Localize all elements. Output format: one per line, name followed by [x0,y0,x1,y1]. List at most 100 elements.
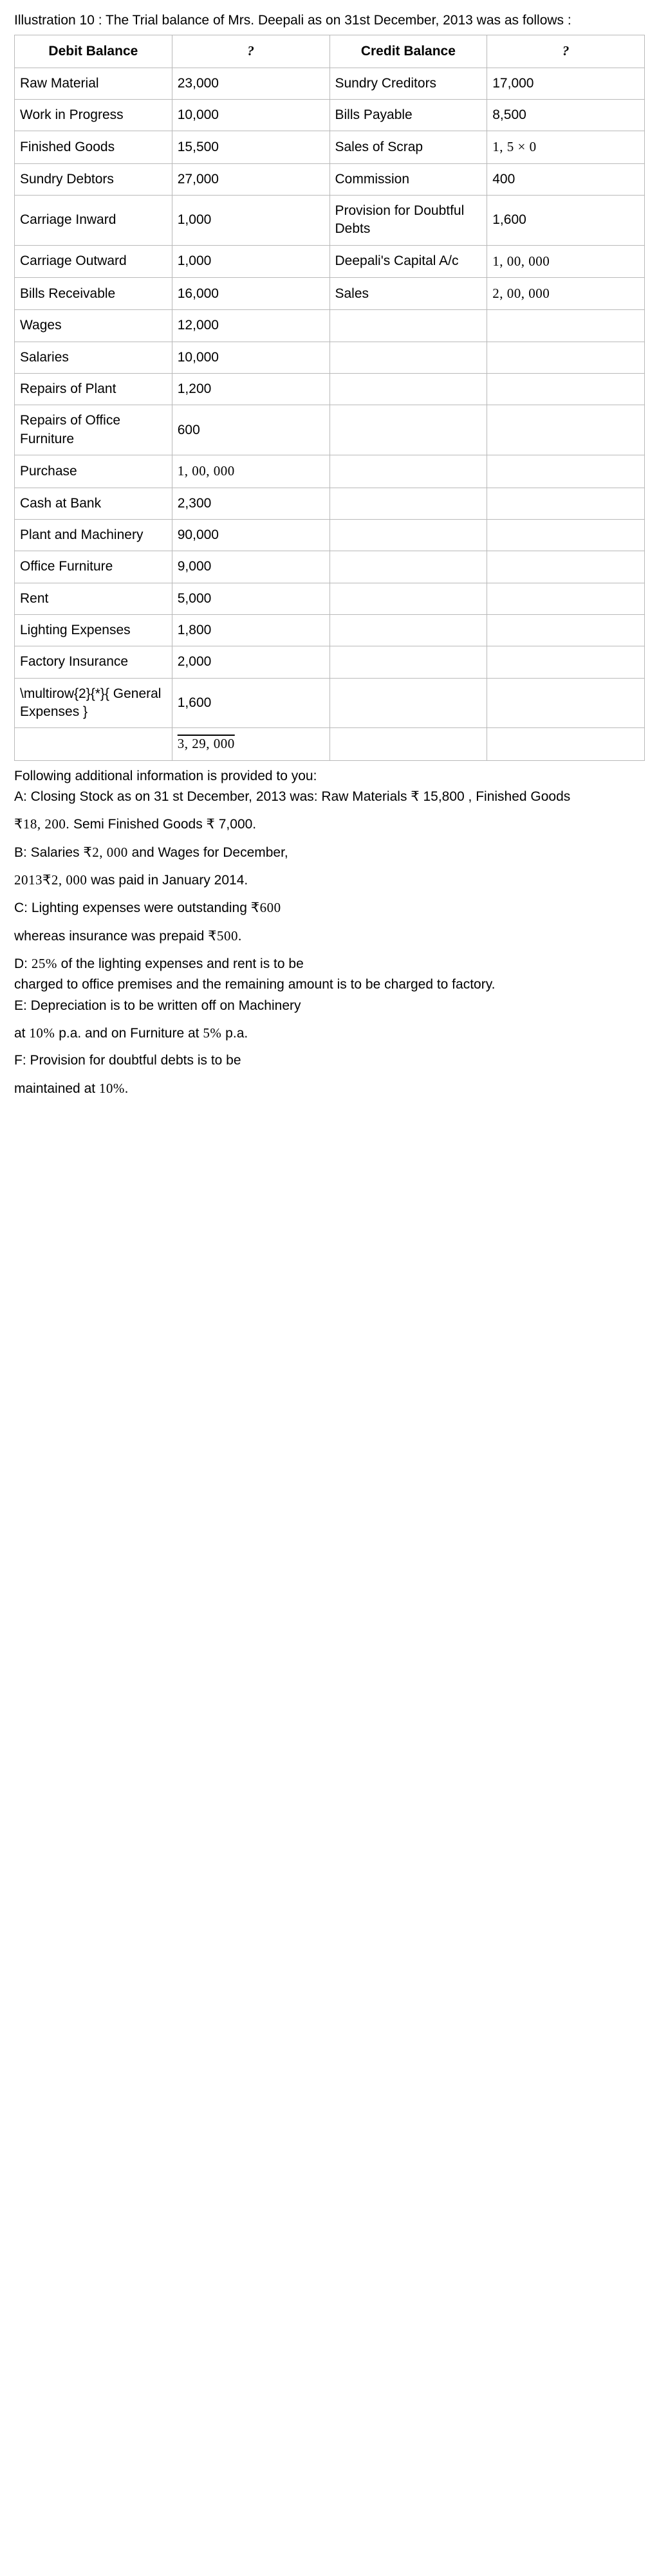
credit-amount-cell: 2, 00, 000 [487,278,645,310]
debit-label-cell: Repairs of Office Furniture [15,405,172,455]
credit-label-cell [330,405,487,455]
debit-label-cell [15,728,172,760]
debit-label-cell: Salaries [15,342,172,373]
debit-amount-cell: 9,000 [172,551,330,583]
debit-amount-cell: 2,000 [172,646,330,678]
note-b-line1: B: Salaries ₹2, 000 and Wages for Decemb… [14,843,645,862]
debit-amount-cell: 10,000 [172,100,330,131]
debit-amount-cell: 1, 00, 000 [172,455,330,488]
credit-amount-cell [487,551,645,583]
table-row: Bills Receivable16,000Sales2, 00, 000 [15,278,645,310]
debit-label-cell: Rent [15,583,172,614]
debit-label-cell: Raw Material [15,68,172,99]
table-row: Carriage Outward1,000Deepali's Capital A… [15,245,645,277]
table-row: Carriage Inward1,000Provision for Doubtf… [15,196,645,246]
table-header-row: Debit Balance ? Credit Balance ? [15,35,645,68]
debit-label-cell: Work in Progress [15,100,172,131]
header-debit-amount: ? [172,35,330,68]
debit-amount-cell: 5,000 [172,583,330,614]
note-d-line1: D: 25% of the lighting expenses and rent… [14,955,645,973]
debit-amount-cell: 1,000 [172,245,330,277]
debit-label-cell: Finished Goods [15,131,172,163]
credit-label-cell [330,728,487,760]
header-credit-balance: Credit Balance [330,35,487,68]
note-c-line1: C: Lighting expenses were outstanding ₹6… [14,899,645,917]
notes-intro: Following additional information is prov… [14,767,645,785]
note-e-line2: at 10% p.a. and on Furniture at 5% p.a. [14,1024,645,1043]
debit-label-cell: Office Furniture [15,551,172,583]
credit-amount-cell [487,374,645,405]
table-row: Work in Progress10,000Bills Payable8,500 [15,100,645,131]
note-e-line1: E: Depreciation is to be written off on … [14,997,645,1015]
credit-label-cell [330,455,487,488]
credit-amount-cell [487,646,645,678]
header-credit-amount: ? [487,35,645,68]
debit-label-cell: Lighting Expenses [15,614,172,646]
table-row: Sundry Debtors27,000Commission400 [15,163,645,195]
table-row: Finished Goods15,500Sales of Scrap1, 5 ×… [15,131,645,163]
note-a-line1: A: Closing Stock as on 31 st December, 2… [14,788,645,806]
debit-label-cell: Repairs of Plant [15,374,172,405]
credit-label-cell: Bills Payable [330,100,487,131]
note-b-line2: 2013₹2, 000 was paid in January 2014. [14,871,645,890]
table-row: Cash at Bank2,300 [15,488,645,519]
credit-amount-cell [487,614,645,646]
table-row: Office Furniture9,000 [15,551,645,583]
debit-label-cell: \multirow{2}{*}{ General Expenses } [15,678,172,728]
note-d-line2: charged to office premises and the remai… [14,976,645,994]
debit-label-cell: Purchase [15,455,172,488]
credit-amount-cell [487,405,645,455]
credit-label-cell [330,374,487,405]
note-a-line2: ₹18, 200. Semi Finished Goods ₹ 7,000. [14,815,645,834]
table-row: 3, 29, 000 [15,728,645,760]
debit-amount-cell: 27,000 [172,163,330,195]
credit-label-cell [330,342,487,373]
table-row: Repairs of Plant1,200 [15,374,645,405]
debit-amount-cell: 90,000 [172,519,330,551]
table-row: Factory Insurance2,000 [15,646,645,678]
debit-label-cell: Cash at Bank [15,488,172,519]
credit-amount-cell: 17,000 [487,68,645,99]
credit-label-cell: Sundry Creditors [330,68,487,99]
debit-amount-cell: 2,300 [172,488,330,519]
note-f-line1: F: Provision for doubtful debts is to be [14,1052,645,1070]
debit-label-cell: Carriage Inward [15,196,172,246]
credit-label-cell: Deepali's Capital A/c [330,245,487,277]
credit-amount-cell: 1,600 [487,196,645,246]
credit-label-cell: Provision for Doubtful Debts [330,196,487,246]
additional-info: Following additional information is prov… [14,767,645,1098]
credit-label-cell [330,614,487,646]
credit-amount-cell [487,342,645,373]
credit-label-cell [330,519,487,551]
credit-label-cell: Commission [330,163,487,195]
table-row: Wages12,000 [15,310,645,342]
debit-amount-cell: 15,500 [172,131,330,163]
debit-amount-cell: 1,200 [172,374,330,405]
illustration-intro: Illustration 10 : The Trial balance of M… [14,12,645,30]
debit-amount-cell: 12,000 [172,310,330,342]
credit-label-cell [330,583,487,614]
debit-label-cell: Factory Insurance [15,646,172,678]
table-row: Plant and Machinery90,000 [15,519,645,551]
credit-amount-cell: 400 [487,163,645,195]
debit-amount-cell: 1,000 [172,196,330,246]
credit-amount-cell [487,519,645,551]
credit-label-cell [330,678,487,728]
credit-label-cell: Sales of Scrap [330,131,487,163]
credit-amount-cell [487,455,645,488]
debit-amount-cell: 1,800 [172,614,330,646]
credit-amount-cell [487,310,645,342]
credit-amount-cell: 1, 5 × 0 [487,131,645,163]
credit-label-cell: Sales [330,278,487,310]
debit-label-cell: Wages [15,310,172,342]
table-row: Repairs of Office Furniture600 [15,405,645,455]
table-row: Rent5,000 [15,583,645,614]
table-row: Purchase1, 00, 000 [15,455,645,488]
debit-amount-cell: 3, 29, 000 [172,728,330,760]
credit-amount-cell [487,488,645,519]
debit-amount-cell: 1,600 [172,678,330,728]
debit-label-cell: Carriage Outward [15,245,172,277]
table-row: Salaries10,000 [15,342,645,373]
credit-amount-cell: 8,500 [487,100,645,131]
trial-balance-table: Debit Balance ? Credit Balance ? Raw Mat… [14,35,645,760]
